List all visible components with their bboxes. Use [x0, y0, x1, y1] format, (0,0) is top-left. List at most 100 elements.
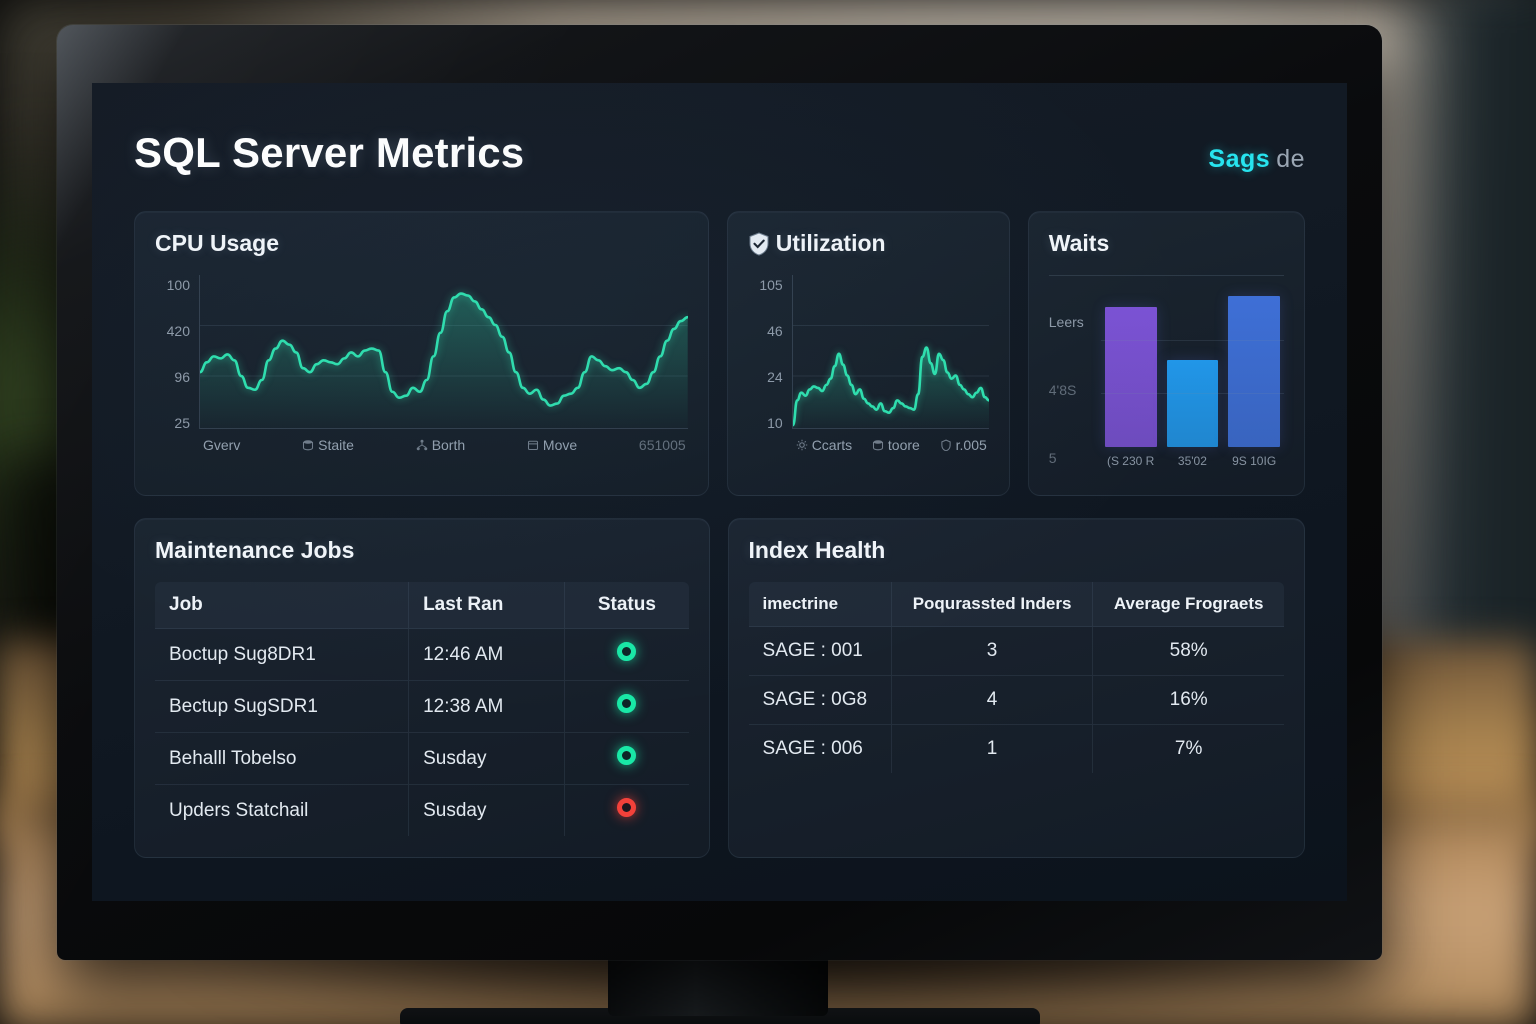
cpu-plot-area — [199, 275, 688, 429]
memory-line-chart: 105 46 24 10 Cca — [748, 275, 989, 455]
cpu-plot-wrapper: Gverv Staite Borth — [199, 275, 688, 455]
waits-bar-1[interactable] — [1166, 359, 1219, 447]
table-row[interactable]: Upders Statchail Susday — [155, 784, 689, 836]
index-health-table: imectrine Poqurassted Inders Average Fro… — [748, 582, 1284, 773]
status-badge-ok — [617, 642, 637, 661]
charts-row: CPU Usage 100 420 96 25 — [134, 211, 1305, 496]
cell-index-name: SAGE : 001 — [748, 626, 892, 676]
memory-plot-area — [791, 275, 989, 429]
card-title-memory: Utilization — [748, 230, 989, 257]
waits-bar-2[interactable] — [1228, 295, 1281, 447]
waits-bar-chart: Leers 4'8S 5 (S 230 R 35'02 9S 10IG — [1049, 288, 1284, 468]
mem-xtick-2: r.005 — [940, 437, 987, 453]
table-row[interactable]: Behalll Tobelso Susday — [155, 732, 689, 785]
brand-accent-text: Sags — [1208, 145, 1271, 173]
cell-last-ran: 12:38 AM — [408, 680, 565, 733]
table-row[interactable]: SAGE : 006 1 7% — [748, 724, 1284, 773]
brand-label: Sags de — [1208, 145, 1305, 174]
memory-x-axis: Ccarts toore r.005 — [792, 429, 989, 455]
mem-ytick-1: 46 — [767, 323, 783, 339]
waits-bar-0[interactable] — [1104, 307, 1157, 447]
cell-average-fragmentation: 16% — [1092, 675, 1284, 725]
background-dark-object — [1395, 0, 1536, 680]
card-cpu-usage: CPU Usage 100 420 96 25 — [134, 211, 709, 496]
waits-ytick-0: Leers — [1048, 314, 1084, 330]
cpu-ytick-0: 100 — [166, 277, 190, 293]
memory-y-axis: 105 46 24 10 — [748, 275, 792, 455]
branch-icon — [416, 439, 427, 451]
dashboard-header: SQL Server Metrics Sags de — [134, 129, 1305, 177]
cell-job: Behalll Tobelso — [155, 732, 409, 785]
cell-last-ran: Susday — [408, 784, 565, 836]
cpu-xtick-1: Staite — [302, 437, 354, 453]
waits-y-axis: Leers 4'8S 5 — [1049, 288, 1101, 468]
cell-index-name: SAGE : 006 — [748, 724, 892, 773]
mem-ytick-2: 24 — [767, 369, 783, 385]
waits-bar-labels: (S 230 R 35'02 9S 10IG — [1101, 447, 1284, 468]
col-index-name[interactable]: imectrine — [748, 582, 892, 627]
col-job[interactable]: Job — [155, 582, 409, 629]
waits-ytick-1: 4'8S — [1048, 382, 1077, 398]
cell-status — [564, 784, 689, 836]
table-row[interactable]: SAGE : 001 3 58% — [748, 626, 1284, 676]
cpu-xtick-2: Borth — [416, 437, 465, 453]
status-badge-ok — [617, 746, 637, 765]
calendar-icon — [527, 440, 538, 451]
cpu-ytick-2: 96 — [174, 369, 190, 385]
brand-muted-text: de — [1276, 145, 1305, 173]
card-title-jobs: Maintenance Jobs — [155, 537, 355, 563]
waits-bar-label-2: 9S 10IG — [1232, 454, 1277, 468]
waits-ytick-2: 5 — [1048, 450, 1057, 466]
cpu-xtick-0: Gverv — [203, 437, 241, 453]
monitor-stand-base — [400, 1008, 1040, 1024]
waits-bars-container — [1100, 288, 1284, 447]
database-icon — [303, 440, 314, 451]
shield-icon — [749, 231, 769, 256]
cell-job: Boctup Sug8DR1 — [155, 628, 409, 681]
table-row[interactable]: Boctup Sug8DR1 12:46 AM — [155, 628, 689, 681]
cell-fragmented-count: 3 — [890, 626, 1093, 676]
waits-bar-label-1: 35'02 — [1177, 454, 1207, 468]
card-title-cpu: CPU Usage — [155, 230, 279, 256]
gear-icon — [796, 439, 807, 451]
cell-fragmented-count: 1 — [890, 724, 1093, 773]
cpu-xtick-4: 651005 — [638, 437, 686, 453]
mem-ytick-0: 105 — [759, 277, 783, 293]
page-title: SQL Server Metrics — [134, 129, 525, 176]
index-health-body: SAGE : 001 3 58% SAGE : 0G8 4 16% SAGE : 006 1 7… — [748, 626, 1284, 773]
monitor: SQL Server Metrics Sags de CPU Usage 100 … — [57, 25, 1382, 960]
col-average-fragmentation[interactable]: Average Frograets — [1092, 582, 1284, 627]
cell-job: Upders Statchail — [155, 784, 409, 836]
card-index-health: Index Health imectrine Poqurassted Inder… — [727, 518, 1305, 858]
database-icon — [872, 440, 883, 451]
mem-ytick-3: 10 — [767, 415, 783, 431]
memory-line-svg — [792, 325, 989, 428]
cell-status — [564, 732, 689, 785]
col-status[interactable]: Status — [564, 582, 689, 629]
card-title-index: Index Health — [748, 537, 886, 563]
cell-job: Bectup SugSDR1 — [155, 680, 409, 733]
cell-average-fragmentation: 58% — [1092, 626, 1284, 676]
cell-index-name: SAGE : 0G8 — [748, 675, 892, 725]
card-maintenance-jobs: Maintenance Jobs Job Last Ran Status Boc… — [134, 518, 710, 858]
table-row[interactable]: SAGE : 0G8 4 16% — [748, 675, 1284, 725]
cell-status — [564, 628, 689, 681]
card-title-memory-text: Utilization — [775, 230, 886, 256]
waits-bar-label-0: (S 230 R — [1106, 454, 1155, 468]
cell-status — [564, 680, 689, 733]
cpu-line-svg — [200, 275, 688, 428]
card-memory-utilization: Utilization 105 46 24 10 — [726, 211, 1010, 496]
col-last-ran[interactable]: Last Ran — [408, 582, 565, 629]
waits-divider — [1048, 275, 1284, 276]
table-row[interactable]: Bectup SugSDR1 12:38 AM — [155, 680, 689, 733]
cell-last-ran: 12:46 AM — [408, 628, 565, 681]
cpu-x-axis: Gverv Staite Borth — [199, 429, 688, 455]
cell-last-ran: Susday — [408, 732, 565, 785]
monitor-screen: SQL Server Metrics Sags de CPU Usage 100 … — [92, 83, 1347, 901]
dashboard: SQL Server Metrics Sags de CPU Usage 100 … — [92, 83, 1347, 901]
memory-plot-wrapper: Ccarts toore r.005 — [791, 275, 989, 455]
cpu-ytick-3: 25 — [174, 415, 190, 431]
table-header-row: Job Last Ran Status — [155, 582, 689, 629]
status-badge-fail — [617, 798, 637, 817]
col-fragmented-indexes[interactable]: Poqurassted Inders — [890, 582, 1093, 627]
